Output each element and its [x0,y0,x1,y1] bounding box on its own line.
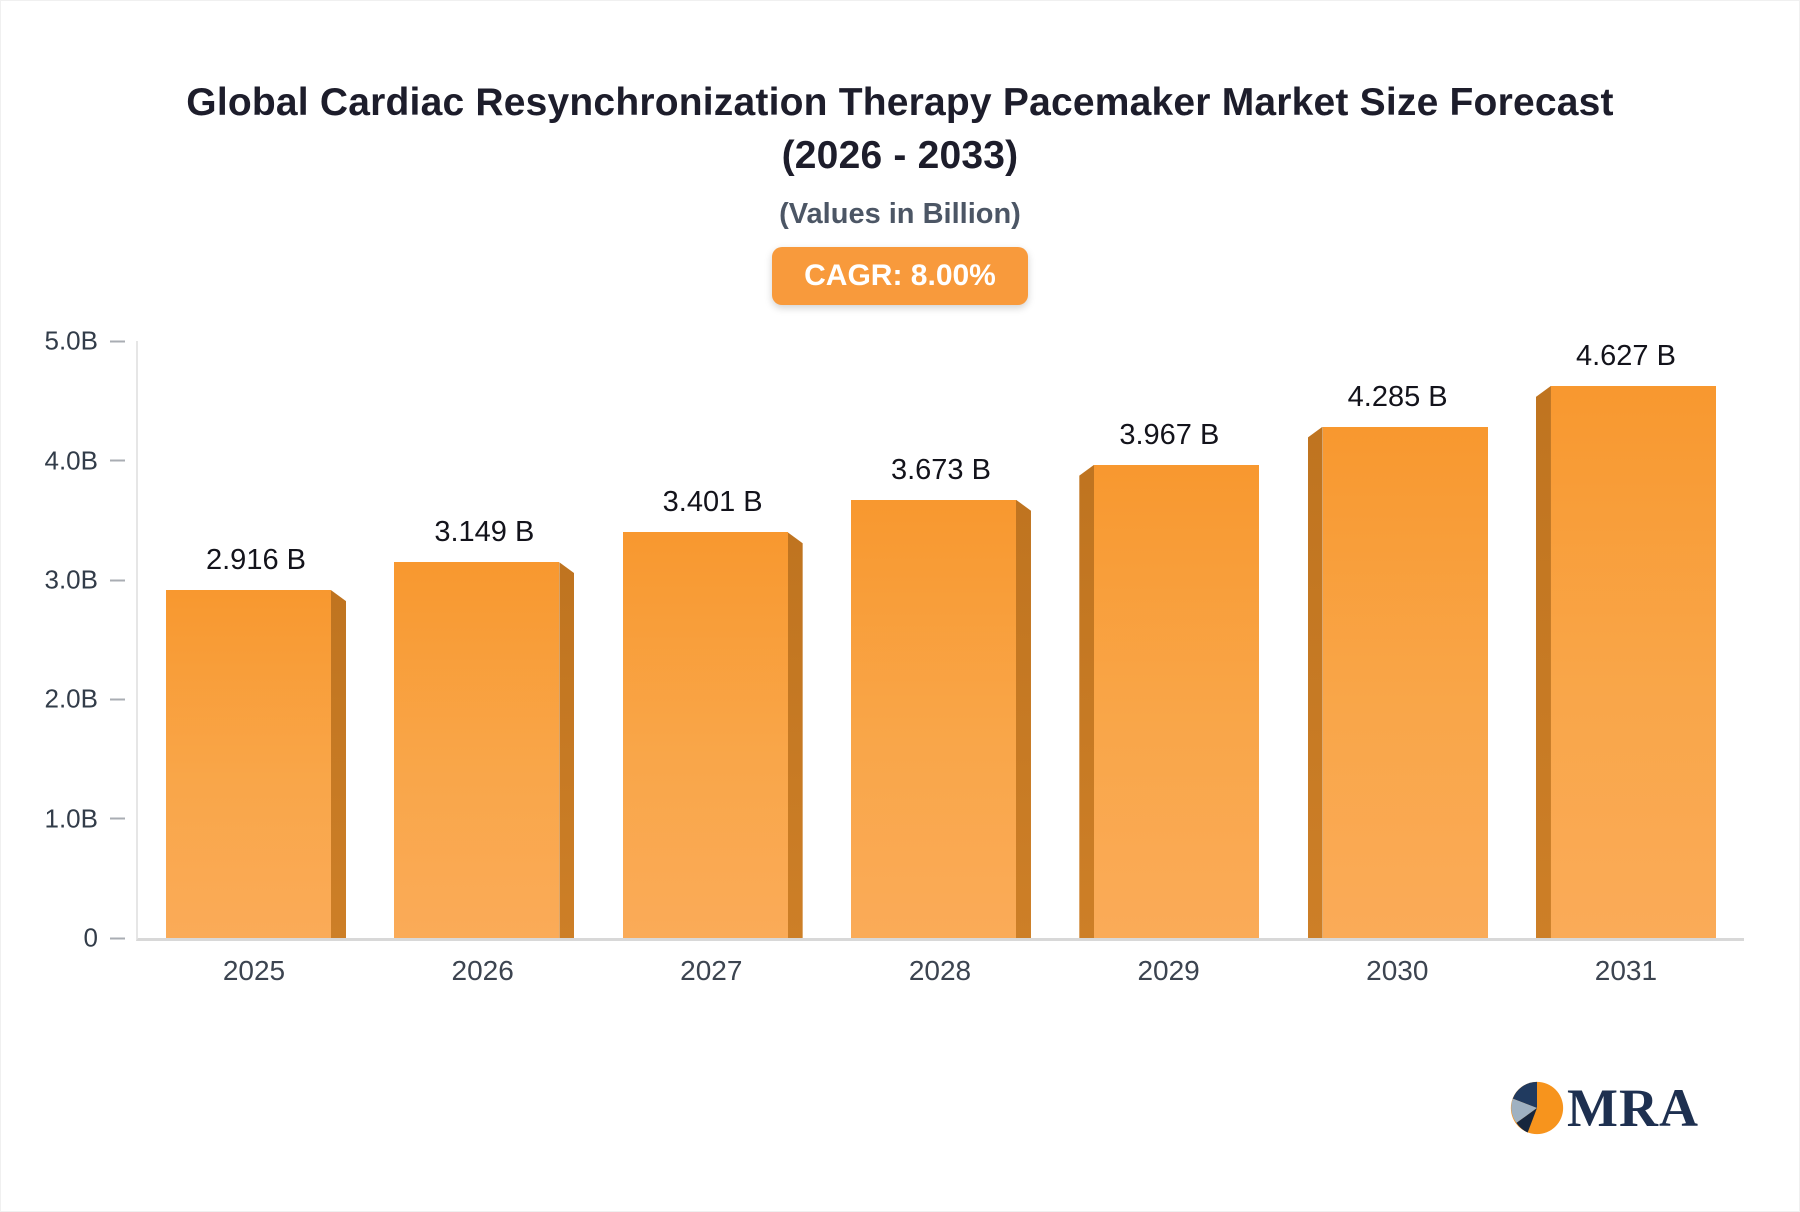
x-axis-label-2031: 2031 [1594,955,1658,987]
y-tick-mark [110,817,125,820]
bar-value-label: 3.673 B [890,453,991,486]
bar-value-label: 2.916 B [206,544,306,577]
x-axis-label-2029: 2029 [1137,955,1200,987]
bar-side-shadow [1015,499,1031,939]
bar-2031: 4.627 B [1535,340,1716,939]
bar-side-shadow [559,562,575,939]
y-tick-mark [110,698,125,701]
y-tick-mark [110,340,125,343]
bar-group-2029: 3.967 B [1079,341,1260,939]
x-axis-label-2027: 2027 [680,955,743,987]
bar-side-shadow [787,532,803,939]
x-axis-label-2025: 2025 [222,955,286,987]
mra-logo-icon [1510,1081,1564,1135]
bar-group-2031: 4.627 B [1535,340,1716,939]
y-tick-label: 3.0B [44,564,99,595]
bar-group-2026: 3.149 B [394,341,575,939]
y-axis-tick: 0 [3,923,125,954]
bar-2026: 3.149 B [394,516,575,939]
bar-side-shadow [1079,464,1095,939]
x-axis-labels: 2025 2026 2027 2028 2029 2030 2031 [136,955,1744,987]
bar-2025: 2.916 B [166,544,346,939]
x-axis-label-2030: 2030 [1366,955,1429,987]
bars-container: 2.916 B 3.149 B 3.401 B 3.673 B 3.967 B 4.285… [138,340,1744,939]
bar-face [394,562,560,939]
bar-face [1322,426,1488,939]
bar-2029: 3.967 B [1079,419,1260,939]
bar-2030: 4.285 B [1307,381,1488,939]
y-tick-mark [110,937,125,940]
bar-value-label: 4.285 B [1347,380,1448,413]
y-tick-label: 0 [83,922,98,953]
bar-group-2025: 2.916 B [166,341,346,939]
bar-group-2028: 3.673 B [850,341,1031,939]
y-tick-mark [110,459,125,462]
y-axis-tick: 1.0B [3,803,125,834]
bar-face [166,590,331,939]
x-axis-label-2028: 2028 [908,955,972,987]
bar-group-2027: 3.401 B [622,341,803,939]
mra-logo: MRA [1509,1077,1699,1139]
cagr-badge-wrap: CAGR: 8.00% [1,247,1799,306]
y-axis-tick: 3.0B [3,565,125,596]
bar-value-label: 3.149 B [434,516,535,549]
bar-face [622,532,788,939]
y-tick-label: 4.0B [44,445,99,476]
bar-side-shadow [1307,426,1323,939]
cagr-badge: CAGR: 8.00% [772,247,1028,306]
chart-subtitle: (Values in Billion) [779,198,1021,231]
bar-face [1550,385,1716,939]
plot-area: 2.916 B 3.149 B 3.401 B 3.673 B 3.967 B 4.285… [45,326,1744,953]
bar-value-label: 3.401 B [662,486,763,519]
bar-side-shadow [1535,385,1551,939]
y-tick-label: 2.0B [44,683,99,714]
bar-group-2030: 4.285 B [1307,341,1488,939]
chart-title: Global Cardiac Resynchronization Therapy… [186,81,1614,177]
bar-side-shadow [331,590,346,939]
bar-face [850,499,1016,939]
y-axis-tick: 5.0B [3,326,125,357]
mra-logo-text: MRA [1567,1078,1699,1138]
y-axis-tick: 4.0B [3,445,125,476]
x-axis-label-2026: 2026 [451,955,514,987]
y-tick-mark [110,579,125,582]
bar-face [1094,464,1260,939]
bar-value-label: 4.627 B [1575,339,1676,372]
y-tick-label: 1.0B [44,803,99,834]
bar-value-label: 3.967 B [1119,418,1220,451]
y-tick-label: 5.0B [44,325,99,356]
bar-chart: 2.916 B 3.149 B 3.401 B 3.673 B 3.967 B 4.285… [1,326,1799,953]
bar-2027: 3.401 B [622,486,803,939]
y-axis-tick: 2.0B [3,684,125,715]
bar-2028: 3.673 B [850,454,1031,939]
